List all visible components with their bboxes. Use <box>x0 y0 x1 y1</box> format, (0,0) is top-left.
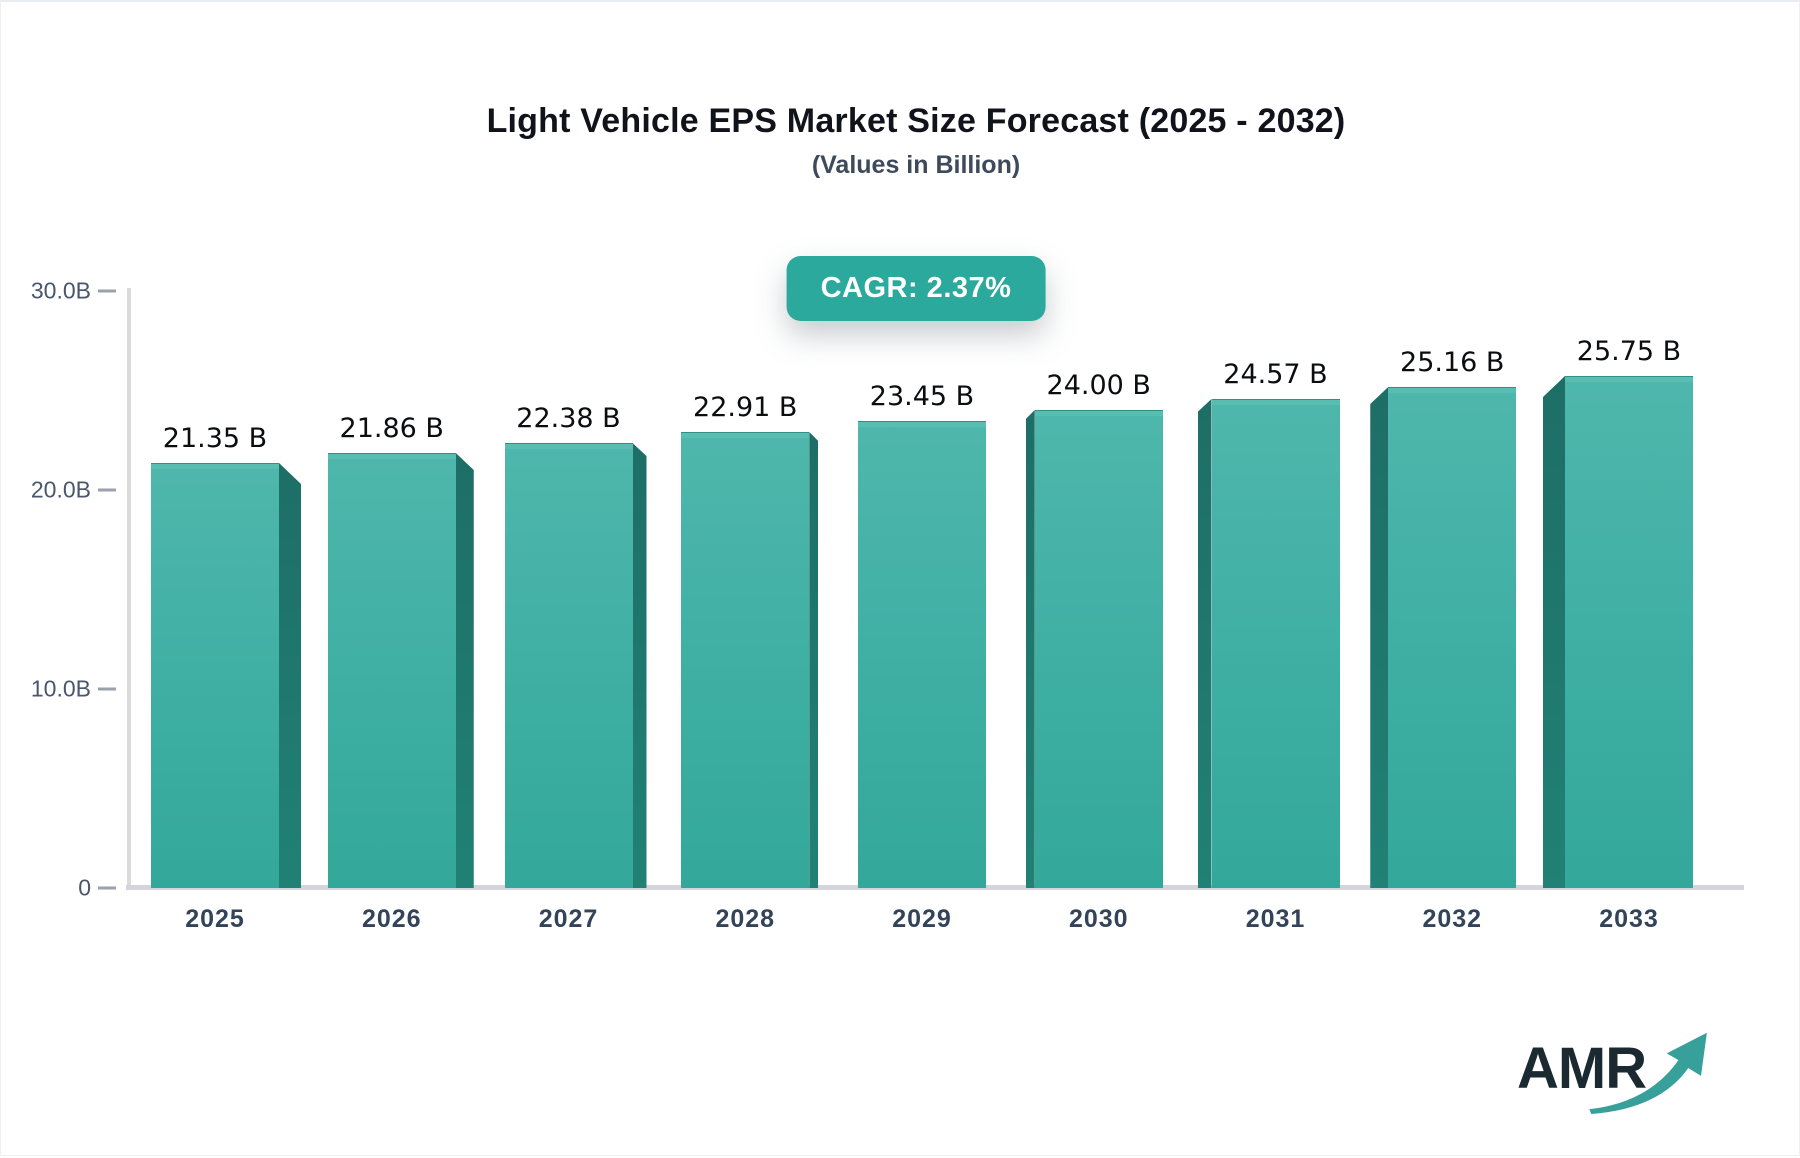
bar-2025 <box>151 463 279 888</box>
bar-2033 <box>1565 376 1693 888</box>
bar-2029 <box>858 421 986 888</box>
chart-header: Light Vehicle EPS Market Size Forecast (… <box>116 2 1716 321</box>
bar-value-label: 25.16 B <box>1400 347 1505 378</box>
y-axis-line <box>127 288 131 889</box>
x-axis-label: 2029 <box>892 905 952 933</box>
y-tick-label: 10.0B <box>30 675 91 702</box>
y-tick-dash <box>98 886 116 890</box>
y-tick-label: 30.0B <box>30 277 91 304</box>
x-axis-label: 2026 <box>361 905 422 933</box>
bar-value-label: 24.00 B <box>1046 370 1151 401</box>
cagr-badge: CAGR: 2.37% <box>786 256 1046 321</box>
x-axis-label: 2032 <box>1422 905 1483 933</box>
amr-logo: AMR <box>1517 1027 1717 1115</box>
bar-value-label: 22.91 B <box>693 392 798 423</box>
bar-value-label: 25.75 B <box>1576 336 1682 367</box>
bar-side-panel <box>632 443 647 888</box>
bar-2027 <box>504 443 633 888</box>
bar-2032 <box>1388 387 1517 888</box>
x-axis-label: 2030 <box>1068 905 1129 933</box>
bar-side-panel <box>1197 399 1212 888</box>
chart-title: Light Vehicle EPS Market Size Forecast (… <box>486 102 1346 140</box>
x-axis-label: 2033 <box>1599 905 1659 933</box>
bar-value-label: 22.38 B <box>516 403 621 434</box>
chart-subtitle: (Values in Billion) <box>811 151 1021 179</box>
bar-2031 <box>1211 399 1340 888</box>
bar-2026 <box>327 453 456 888</box>
bar-side-panel <box>1543 376 1565 888</box>
y-tick-dash <box>98 488 116 492</box>
bar-2028 <box>681 432 810 888</box>
bar-value-label: 23.45 B <box>869 381 975 412</box>
bar-side-panel <box>1370 387 1389 888</box>
growth-arrow-icon <box>1589 1032 1707 1115</box>
x-axis-label: 2028 <box>715 905 776 933</box>
bar-side-panel <box>1025 410 1035 888</box>
y-tick-dash <box>98 289 116 293</box>
y-tick-label: 20.0B <box>30 476 91 503</box>
bar-value-label: 21.86 B <box>339 413 444 444</box>
bar-value-label: 24.57 B <box>1223 359 1328 390</box>
x-axis-label: 2027 <box>538 905 599 933</box>
bar-value-label: 21.35 B <box>162 423 268 454</box>
y-tick-label: 0 <box>78 874 91 901</box>
y-tick-dash <box>98 687 116 691</box>
x-axis-label: 2031 <box>1245 905 1306 933</box>
bar-2030 <box>1034 410 1163 888</box>
bar-side-panel <box>809 432 819 888</box>
x-axis-label: 2025 <box>185 905 245 933</box>
bar-side-panel <box>455 453 474 888</box>
amr-logo-text: AMR <box>1517 1036 1647 1101</box>
bar-side-panel <box>279 463 301 888</box>
